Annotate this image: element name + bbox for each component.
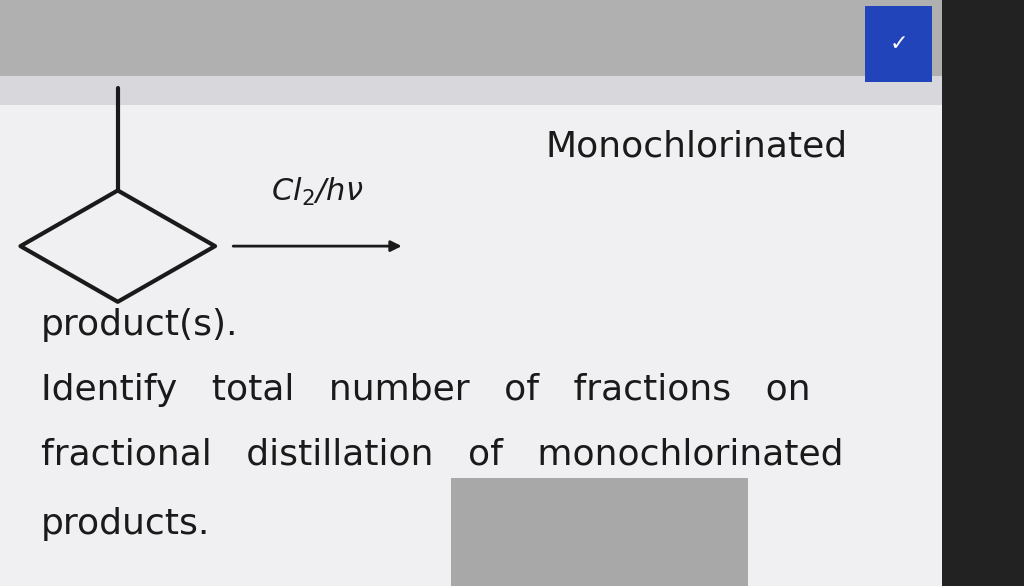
Text: products.: products. <box>41 507 210 541</box>
Text: Identify   total   number   of   fractions   on: Identify total number of fractions on <box>41 373 811 407</box>
Text: Monochlorinated: Monochlorinated <box>545 130 848 163</box>
Text: fractional   distillation   of   monochlorinated: fractional distillation of monochlorinat… <box>41 437 844 471</box>
Bar <box>0 76 942 586</box>
Bar <box>0 76 942 105</box>
Bar <box>451 478 748 586</box>
Text: Cl$_2$/h$\nu$: Cl$_2$/h$\nu$ <box>271 176 364 208</box>
Text: product(s).: product(s). <box>41 308 239 342</box>
Bar <box>865 6 932 82</box>
Bar <box>0 0 942 76</box>
Bar <box>942 0 1024 586</box>
Text: ✓: ✓ <box>889 34 908 54</box>
